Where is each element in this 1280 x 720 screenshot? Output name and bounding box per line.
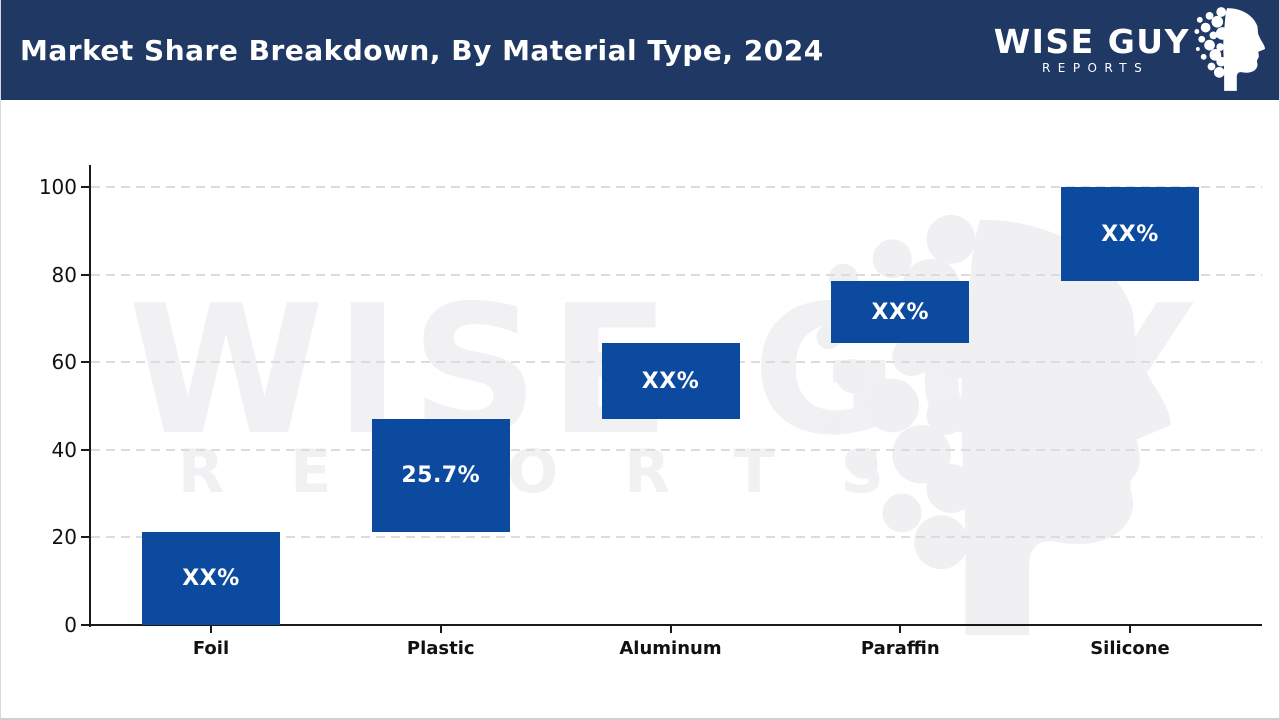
x-tick-mark-silicone (1129, 626, 1131, 633)
x-tick-label-foil: Foil (192, 638, 230, 659)
y-tick-label-100: 100 (38, 175, 77, 199)
bar-value-label: XX% (641, 368, 700, 394)
x-tick-label-silicone: Silicone (1090, 638, 1170, 659)
x-tick-label-aluminum: Aluminum (619, 638, 722, 659)
x-tick-mark-aluminum (669, 626, 672, 633)
logo-wise-guy: WISE GUY (993, 21, 1190, 61)
gridline-y20 (91, 536, 1262, 539)
logo-reports: REPORTS (1042, 61, 1150, 76)
y-tick-mark-80 (81, 273, 89, 276)
gridline-y40 (91, 448, 1262, 451)
gridline-y100 (91, 186, 1262, 188)
chart-title: Market Share Breakdown, By Material Type… (20, 33, 824, 67)
gridline-y80 (91, 273, 1262, 276)
bar-plastic: 25.7% (371, 419, 510, 532)
y-tick-label-40: 40 (51, 437, 77, 462)
x-tick-label-plastic: Plastic (406, 638, 475, 659)
y-tick-mark-40 (81, 448, 89, 451)
wiseguy-head-icon (1192, 6, 1266, 92)
y-tick-mark-0 (81, 624, 89, 626)
x-tick-mark-paraffin (899, 626, 902, 633)
bar-silicone: XX% (1061, 187, 1199, 282)
x-tick-mark-foil (210, 626, 212, 633)
header-bar: Market Share Breakdown, By Material Type… (0, 0, 1280, 100)
y-tick-label-60: 60 (51, 350, 77, 375)
bar-foil: XX% (142, 531, 280, 625)
watermark-text-reports: REPORTS (178, 437, 950, 507)
bar-value-label: XX% (182, 565, 240, 591)
bar-paraffin: XX% (831, 281, 970, 344)
y-axis-line (89, 165, 91, 627)
x-tick-mark-plastic (439, 626, 442, 633)
x-tick-label-paraffin: Paraffin (860, 638, 940, 659)
wiseguy-logo-text: WISE GUY REPORTS (993, 21, 1190, 76)
bar-value-label: XX% (871, 299, 929, 325)
wiseguy-logo: WISE GUY REPORTS (994, 6, 1266, 92)
bar-value-label: XX% (1101, 221, 1159, 247)
y-tick-mark-20 (81, 536, 89, 539)
y-tick-label-80: 80 (51, 262, 77, 287)
y-tick-mark-60 (81, 361, 89, 364)
bar-aluminum: XX% (601, 343, 740, 420)
y-tick-label-20: 20 (51, 525, 77, 550)
y-tick-mark-100 (81, 186, 89, 188)
bar-value-label: 25.7% (401, 462, 481, 488)
y-tick-label-0: 0 (64, 613, 77, 637)
x-axis-line (89, 624, 1262, 626)
